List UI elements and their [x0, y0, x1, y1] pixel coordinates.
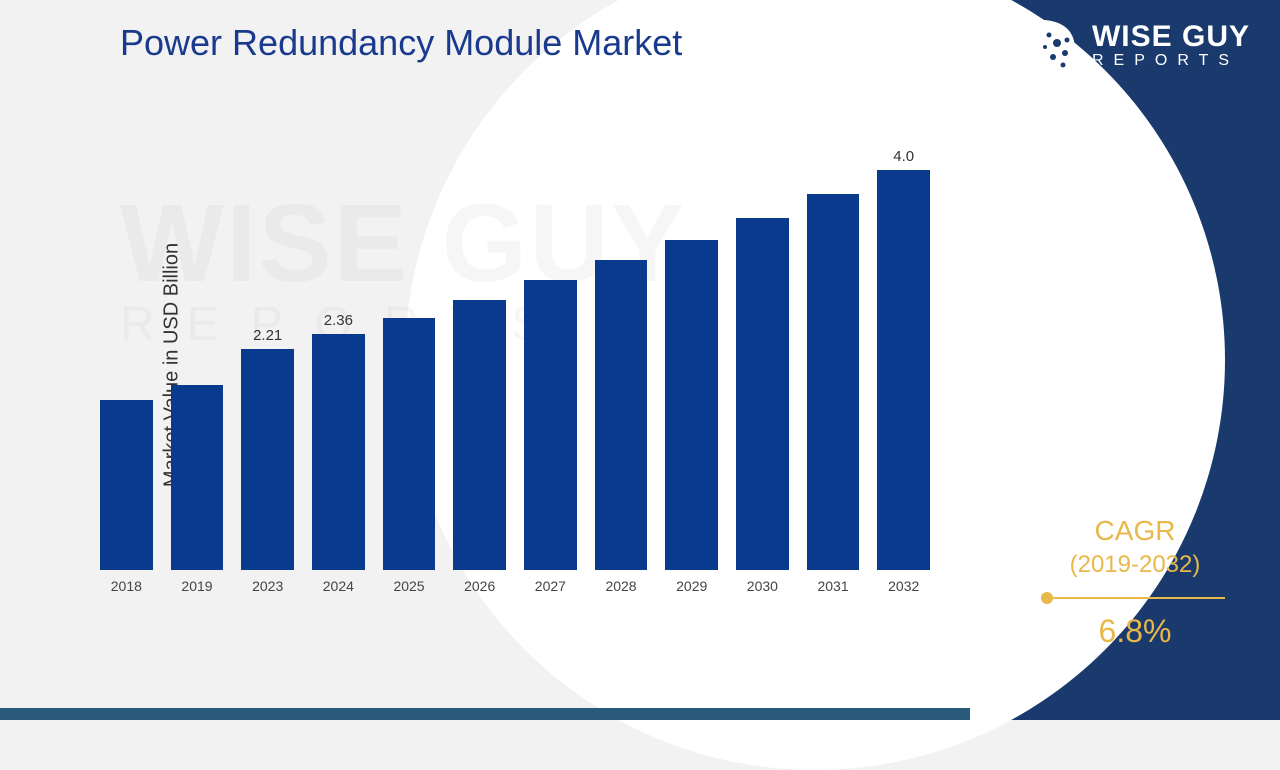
bar-value-label: 2.21	[253, 327, 282, 344]
cagr-block: CAGR (2019-2032) 6.8%	[1045, 515, 1225, 650]
bar	[383, 318, 436, 570]
bars-container: 2018 2019 2.212023 2.362024 2025 2026 2027 2028…	[100, 150, 930, 570]
bottom-accent-bar	[0, 708, 970, 720]
bar	[736, 218, 789, 570]
bar-wrap: 2030	[736, 218, 789, 570]
bar-category-label: 2031	[817, 578, 848, 594]
cagr-value: 6.8%	[1045, 613, 1225, 650]
bar	[453, 300, 506, 570]
bar-wrap: 2031	[807, 194, 860, 570]
bar-wrap: 2026	[453, 300, 506, 570]
bar-wrap: 2025	[383, 318, 436, 570]
bar-category-label: 2027	[535, 578, 566, 594]
brand-logo: WISE GUY REPORTS	[1092, 20, 1250, 70]
bar-value-label: 4.0	[893, 148, 914, 165]
bar	[524, 280, 577, 570]
bar-category-label: 2032	[888, 578, 919, 594]
bar-category-label: 2024	[323, 578, 354, 594]
chart-area: Market Value in USD Billion 201820192.21…	[60, 130, 930, 600]
bar-wrap: 2018	[100, 400, 153, 570]
cagr-divider	[1045, 597, 1225, 599]
logo-sub-text: REPORTS	[1092, 52, 1250, 70]
logo-main-text: WISE GUY	[1092, 20, 1250, 54]
bar-value-label: 2.36	[324, 312, 353, 329]
bar	[312, 334, 365, 570]
bar-wrap: 4.02032	[877, 170, 930, 570]
bar	[595, 260, 648, 570]
bar-category-label: 2029	[676, 578, 707, 594]
bar-category-label: 2025	[393, 578, 424, 594]
bar	[807, 194, 860, 570]
page-title: Power Redundancy Module Market	[120, 22, 682, 64]
bar-wrap: 2028	[595, 260, 648, 570]
bar-wrap: 2.212023	[241, 349, 294, 570]
bar-wrap: 2027	[524, 280, 577, 570]
head-dots-icon	[1005, 15, 1085, 105]
bar-wrap: 2.362024	[312, 334, 365, 570]
bar	[171, 385, 224, 570]
bar-category-label: 2030	[747, 578, 778, 594]
bar-category-label: 2019	[181, 578, 212, 594]
bar-category-label: 2028	[605, 578, 636, 594]
cagr-range: (2019-2032)	[1045, 551, 1225, 579]
bar-category-label: 2026	[464, 578, 495, 594]
bar-category-label: 2018	[111, 578, 142, 594]
cagr-label: CAGR	[1045, 515, 1225, 547]
bar-category-label: 2023	[252, 578, 283, 594]
bar	[665, 240, 718, 570]
bar	[100, 400, 153, 570]
bar-wrap: 2029	[665, 240, 718, 570]
bar	[241, 349, 294, 570]
bar	[877, 170, 930, 570]
bar-wrap: 2019	[171, 385, 224, 570]
